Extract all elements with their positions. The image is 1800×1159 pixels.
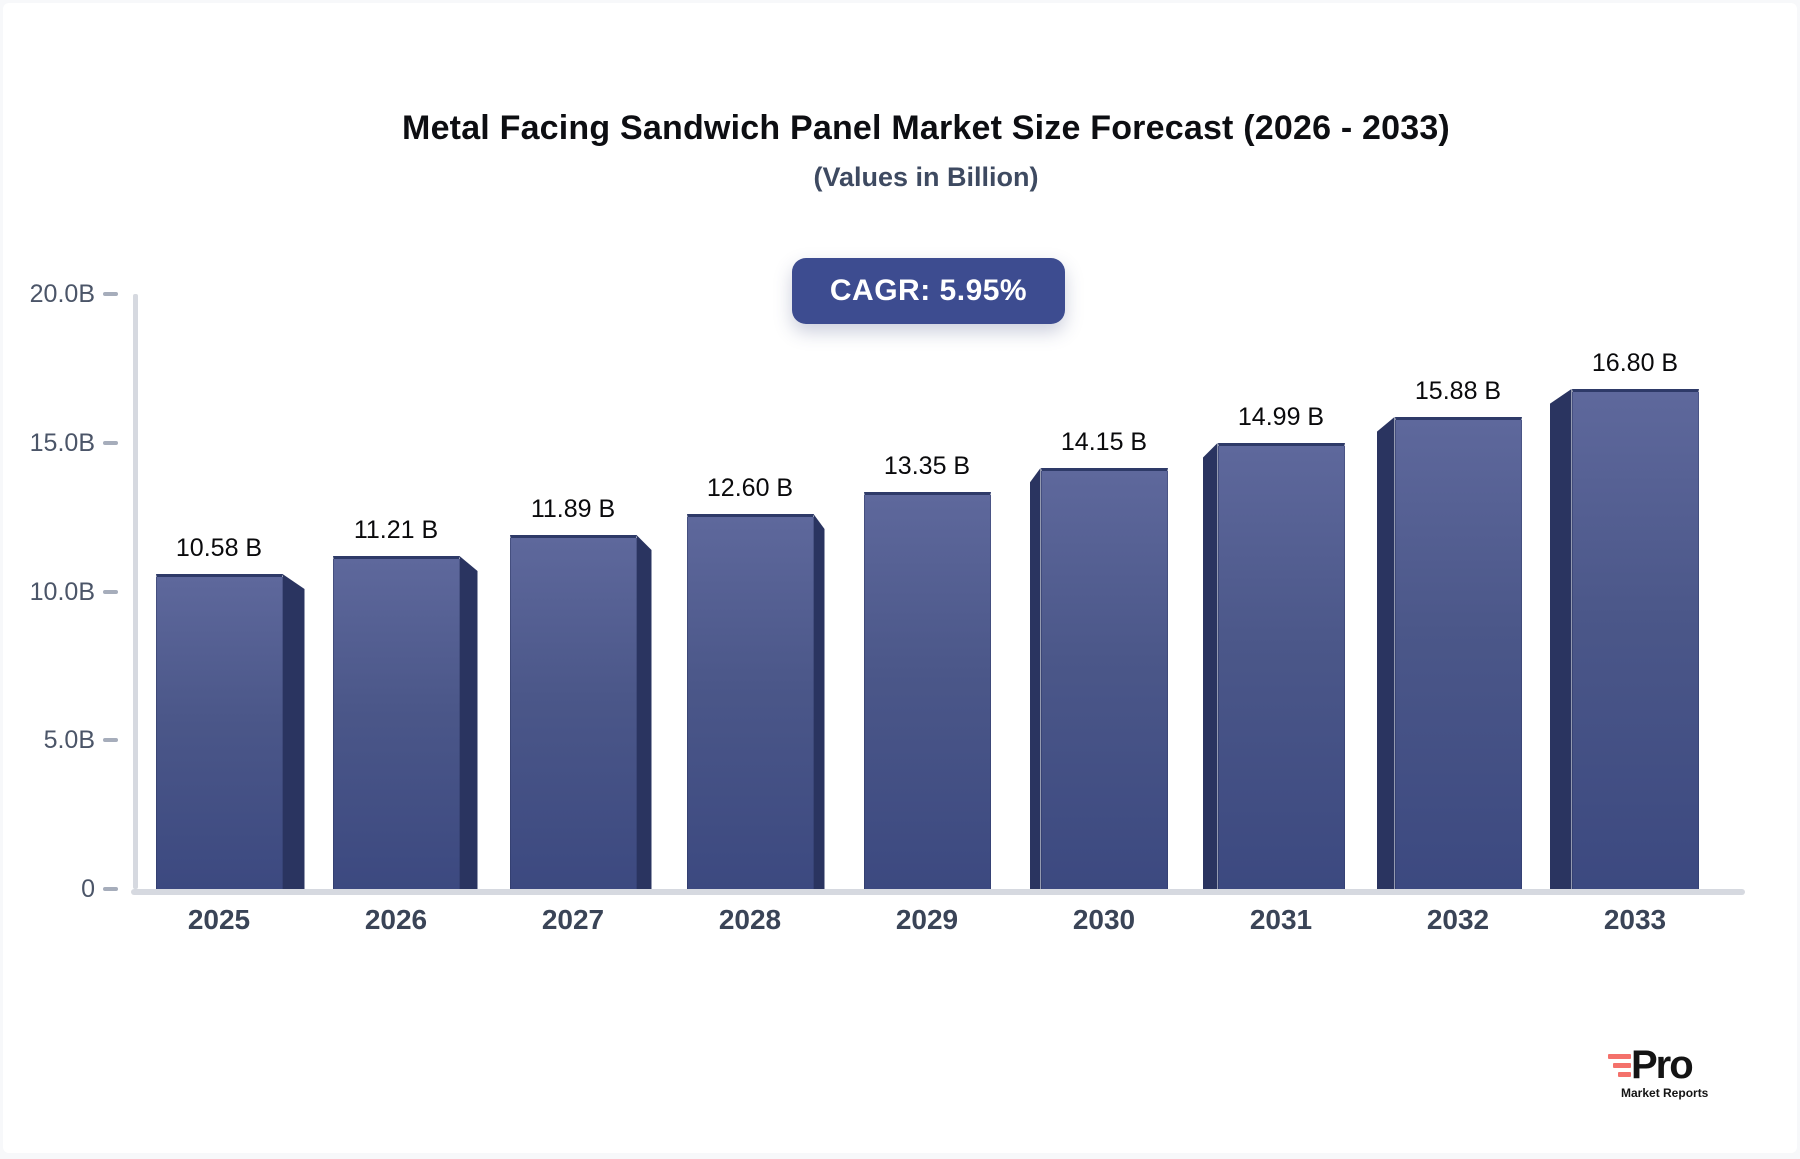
logo-name: Pro (1631, 1043, 1694, 1087)
y-axis-tick-label: 10.0B (29, 577, 95, 606)
bar-value-label-2027: 11.89 B (530, 495, 616, 523)
y-axis-tick (103, 887, 118, 891)
x-axis-label-2030: 2030 (1072, 904, 1136, 935)
x-axis-line (131, 889, 1745, 895)
logo-row: Pro (1607, 1045, 1707, 1085)
bar-side-face-2032 (1376, 417, 1395, 889)
y-axis-tick-label: 20.0B (29, 280, 95, 308)
y-axis-tick-label: 5.0B (43, 726, 95, 755)
y-axis-tick (103, 440, 118, 445)
bar-2027 (509, 535, 637, 889)
chart-card: Metal Facing Sandwich Panel Market Size … (3, 3, 1797, 1153)
chart-header: Metal Facing Sandwich Panel Market Size … (55, 3, 1797, 192)
bar-2029 (863, 492, 991, 889)
x-axis-label-2033: 2033 (1603, 904, 1667, 935)
chart-title: Metal Facing Sandwich Panel Market Size … (402, 109, 1450, 147)
bar-2025 (155, 574, 283, 889)
x-axis-label-2028: 2028 (718, 904, 782, 935)
y-axis-tick (103, 589, 118, 594)
bar-side-face-2027 (636, 535, 652, 889)
y-axis-tick-label: 0 (81, 875, 95, 903)
x-axis-label-2027: 2027 (541, 904, 605, 935)
bar-value-label-2028: 12.60 B (706, 474, 794, 502)
bar-2032 (1394, 417, 1522, 889)
cagr-badge: CAGR: 5.95% (792, 258, 1065, 324)
bar-value-label-2025: 10.58 B (175, 534, 263, 562)
bar-side-face-2030 (1029, 468, 1041, 889)
x-axis-label-2026: 2026 (364, 904, 428, 935)
bar-value-label-2031: 14.99 B (1237, 403, 1325, 431)
x-axis-label-2025: 2025 (187, 904, 251, 935)
x-axis-label-2029: 2029 (895, 904, 959, 935)
brand-logo: Pro Market Reports (1607, 1045, 1709, 1100)
bar-side-face-2025 (282, 574, 305, 889)
bar-value-label-2030: 14.15 B (1060, 428, 1148, 456)
bar-value-label-2032: 15.88 B (1414, 377, 1502, 405)
y-axis-tick-label: 15.0B (29, 428, 95, 457)
bar-value-label-2029: 13.35 B (883, 452, 971, 480)
bar-2030 (1040, 468, 1168, 889)
y-axis-line (133, 294, 138, 889)
cagr-badge-label: CAGR: 5.95% (829, 274, 1028, 307)
x-axis-label-2032: 2032 (1426, 904, 1490, 935)
bar-side-face-2028 (813, 514, 825, 889)
bar-2033 (1571, 389, 1699, 889)
bar-value-label-2026: 11.21 B (353, 516, 439, 544)
bar-side-face-2033 (1549, 389, 1572, 889)
logo-tagline: Market Reports (1621, 1086, 1709, 1100)
y-axis-tick (103, 292, 118, 296)
logo-speed-lines-icon (1607, 1054, 1631, 1081)
x-axis-label-2031: 2031 (1249, 904, 1313, 935)
bar-2031 (1217, 443, 1345, 889)
bar-chart: 20.0B 15.0B 10.0B 5.0B 0 10.58 B 2025 11.21 B 20… (3, 3, 1800, 1159)
bar-value-label-2033: 16.80 B (1591, 349, 1679, 377)
bar-side-face-2026 (459, 556, 478, 889)
y-axis-tick (103, 738, 118, 743)
chart-subtitle: (Values in Billion) (813, 162, 1039, 192)
bar-2028 (686, 514, 814, 889)
bar-2026 (332, 556, 460, 889)
bar-side-face-2031 (1202, 443, 1218, 889)
